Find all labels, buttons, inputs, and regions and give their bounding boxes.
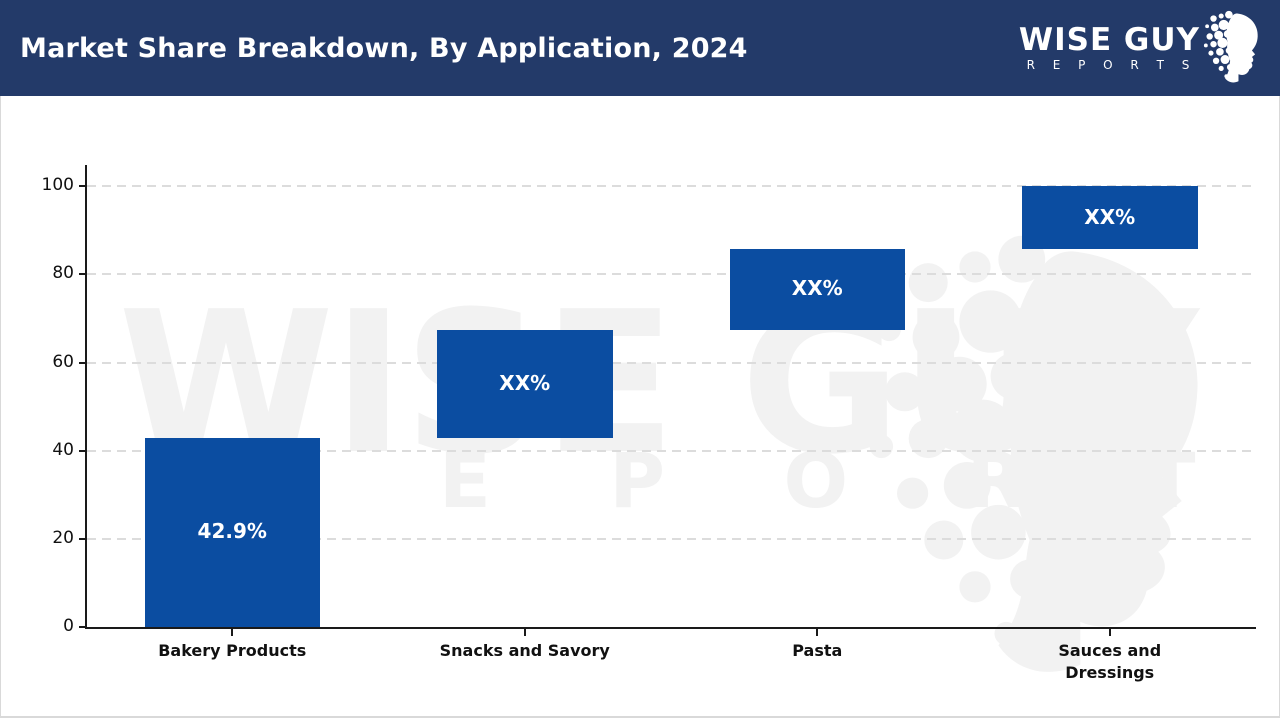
y-tick-label-20: 20 [52, 527, 74, 548]
bar-value-label-3: XX% [1084, 204, 1136, 229]
bar-1 [437, 329, 613, 438]
bar-3 [1022, 186, 1198, 249]
y-tick-80 [79, 273, 86, 276]
gridline-100 [87, 185, 1256, 188]
page-title: Market Share Breakdown, By Application, … [20, 32, 748, 64]
bar-value-label-2: XX% [791, 276, 843, 301]
face-profile-icon [1203, 10, 1258, 83]
logo-subtitle: R E P O R T S [1026, 58, 1197, 73]
gridline-60 [87, 361, 1256, 364]
y-tick-40 [79, 449, 86, 452]
x-category-label-3: Sauces and Dressings [1058, 641, 1162, 682]
y-axis-line [85, 165, 87, 629]
bar-value-label-0: 42.9% [197, 519, 267, 544]
y-tick-label-80: 80 [52, 263, 74, 284]
bar-2 [729, 248, 905, 330]
bar-value-label-1: XX% [499, 370, 551, 395]
x-category-label-0: Bakery Products [158, 641, 307, 660]
x-tick-2 [816, 629, 819, 636]
watermark-face-icon [869, 235, 1198, 672]
x-category-label-1: Snacks and Savory [439, 641, 610, 660]
y-tick-label-60: 60 [52, 351, 74, 372]
y-tick-0 [79, 626, 86, 628]
x-tick-1 [523, 629, 526, 636]
x-axis-line [85, 627, 1256, 629]
y-tick-label-0: 0 [63, 616, 74, 636]
y-tick-label-100: 100 [41, 175, 74, 196]
wise-guy-reports-logo: WISE GUY R E P O R T S [1019, 8, 1266, 88]
y-tick-20 [79, 537, 86, 540]
left-border [0, 96, 1, 718]
x-tick-3 [1108, 629, 1111, 636]
gridline-20 [87, 537, 1256, 540]
y-tick-100 [79, 185, 86, 188]
x-category-label-2: Pasta [792, 641, 843, 660]
logo-text: WISE GUY R E P O R T S [1019, 24, 1200, 73]
gridline-80 [87, 273, 1256, 276]
bar-0 [144, 437, 320, 627]
y-tick-label-40: 40 [52, 439, 74, 460]
logo-wordmark: WISE GUY [1018, 21, 1200, 58]
x-tick-0 [231, 629, 234, 636]
y-tick-60 [79, 361, 86, 364]
header-bar: Market Share Breakdown, By Application, … [0, 0, 1280, 96]
bottom-border [0, 716, 1280, 718]
gridline-40 [87, 449, 1256, 452]
